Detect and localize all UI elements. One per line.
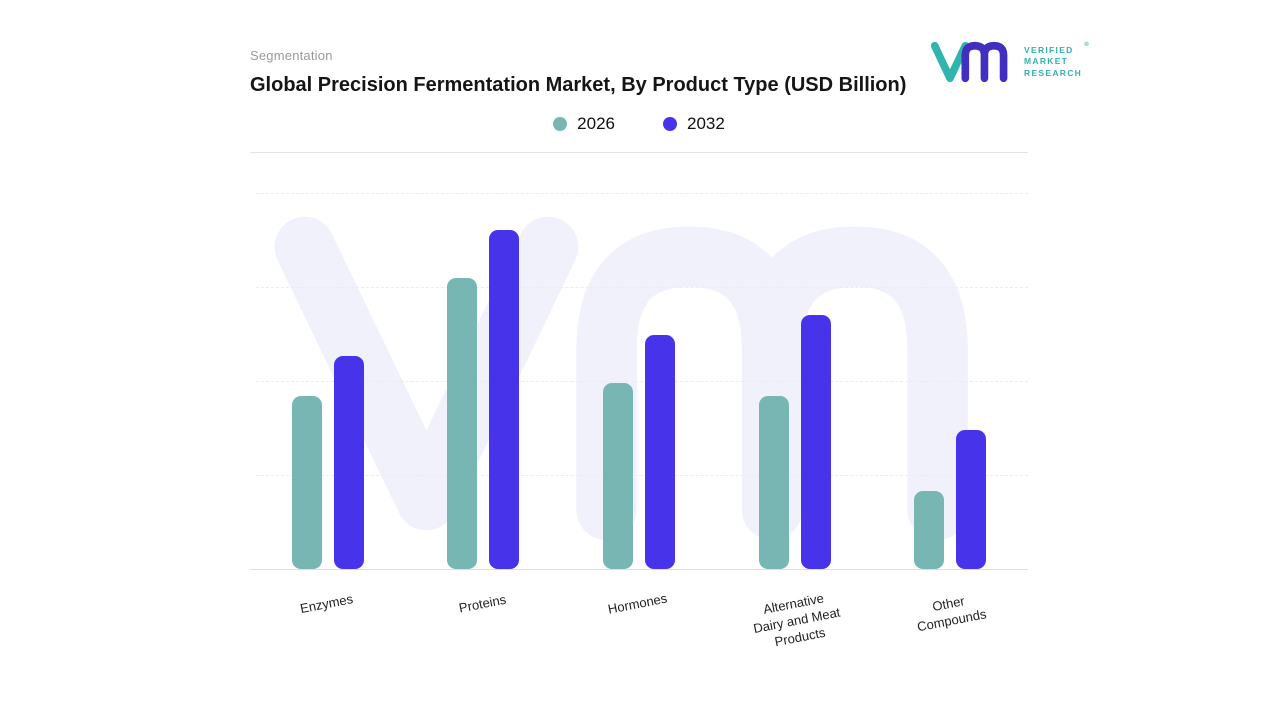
legend-dot-2032 [663,117,677,131]
legend-label-2026: 2026 [577,114,615,133]
legend-label-2032: 2032 [687,114,725,133]
legend-item-2032[interactable]: 2032 [663,114,725,134]
bar-group-hormones [561,193,717,569]
gridline [256,193,1028,194]
bar-2032-other-compounds [956,430,987,569]
x-tick-label-other-compounds: Other Compounds [916,593,988,635]
gridline [256,381,1028,382]
x-tick-label-proteins: Proteins [457,591,507,616]
bar-2026-proteins [447,277,478,569]
bar-2026-alternative-dairy-and-meat-products [758,396,789,569]
bar-2026-hormones [602,382,633,569]
gridline [256,287,1028,288]
bar-groups [250,193,1028,569]
header-divider [250,152,1028,153]
bar-2026-enzymes [291,396,322,569]
bar-2026-other-compounds [914,491,945,569]
bar-2032-proteins [489,230,520,569]
x-axis-tick-labels: Enzymes Proteins Hormones Alternative Dairy… [250,574,1028,649]
legend-dot-2026 [553,117,568,131]
section-eyebrow: Segmentation [250,48,333,63]
logo-line-2: MARKET [1024,56,1069,67]
registered-mark: ® [1084,42,1091,49]
bar-2032-enzymes [333,355,364,569]
legend-item-2026[interactable]: 2026 [553,114,615,134]
vmr-monogram-icon [930,41,1008,83]
vmr-logo-text: VERIFIED MARKET RESEARCH ® [1024,42,1089,78]
logo-line-3: RESEARCH [1024,67,1083,78]
chart-panel: Segmentation Global Precision Fermentati… [250,48,1028,649]
bar-group-alternative-dairy-and-meat-products [717,193,873,569]
x-tick-label-hormones: Hormones [606,590,669,617]
gridline [256,475,1028,476]
bar-2032-hormones [644,335,675,569]
bar-group-proteins [406,193,562,569]
x-tick-label-enzymes: Enzymes [298,591,355,617]
bar-2032-alternative-dairy-and-meat-products [800,314,831,569]
logo-line-1: VERIFIED [1024,45,1074,56]
chart-title: Global Precision Fermentation Market, By… [250,74,907,96]
bar-group-other-compounds [872,193,1028,569]
x-tick-label-alternative-dairy-and-meat-products: Alternative Dairy and Meat Products [751,590,842,650]
vmr-logo: VERIFIED MARKET RESEARCH ® [928,40,1089,84]
bar-group-enzymes [250,193,406,569]
chart-legend: 2026 2032 [250,114,1028,134]
plot-area [250,193,1028,570]
